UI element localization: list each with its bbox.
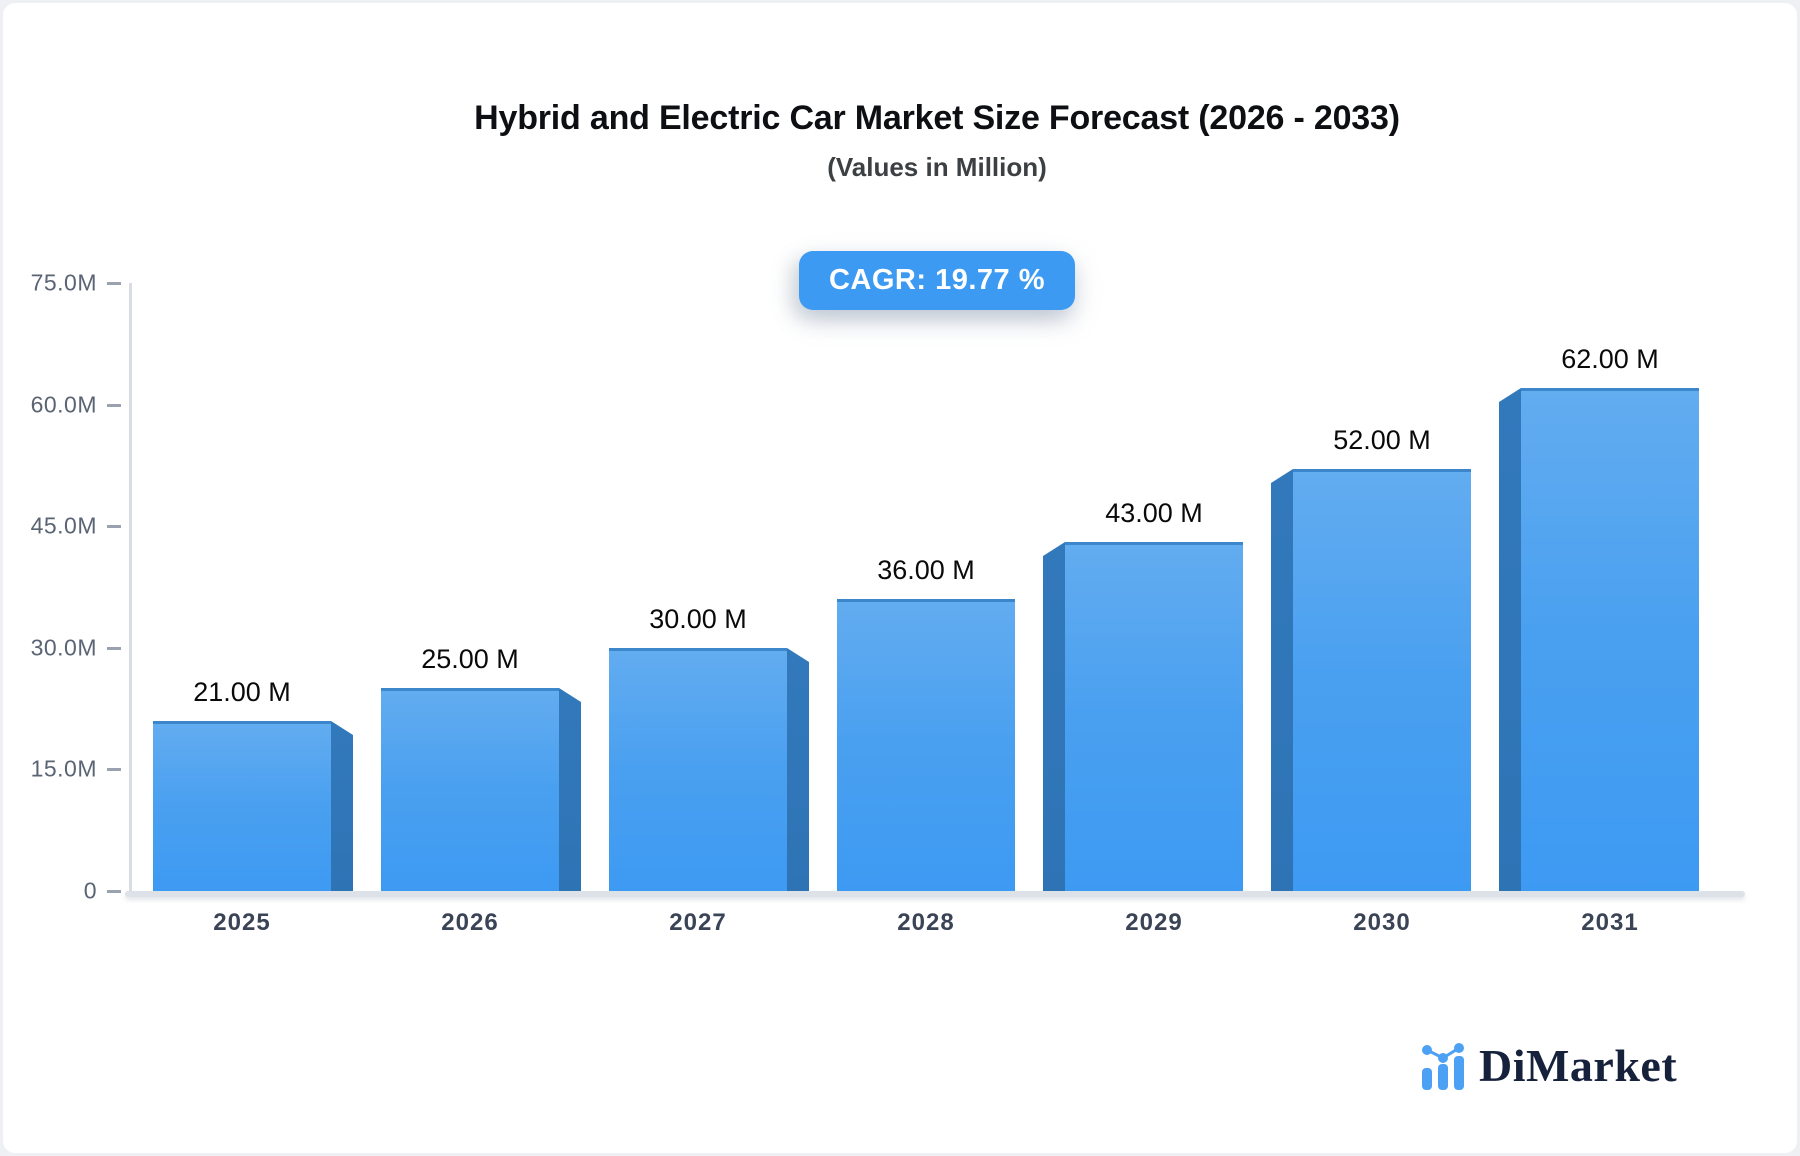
y-axis-tick-label: 15.0M: [30, 755, 97, 782]
bar-2027: [609, 648, 787, 891]
y-axis-tick-label: 60.0M: [30, 391, 97, 418]
plot-area: 75.0M 60.0M 45.0M 30.0M 15.0M 0 21.00 M 2025 25.…: [31, 270, 1745, 936]
x-axis-label: 2029: [1125, 909, 1183, 936]
cagr-badge: CAGR: 19.77 %: [798, 251, 1075, 310]
chart-title: Hybrid and Electric Car Market Size Fore…: [474, 99, 1400, 137]
x-axis-line: [125, 891, 1745, 897]
y-axis-tick-label: 0: [83, 877, 97, 904]
x-axis-label: 2025: [213, 909, 271, 936]
bar-3d-side: [1043, 542, 1065, 891]
bar-2028: [837, 599, 1015, 891]
x-axis-label: 2028: [897, 909, 955, 936]
bar-value-label: 62.00 M: [1561, 344, 1659, 374]
bar-value-label: 25.00 M: [421, 644, 519, 674]
bar-3d-side: [559, 688, 581, 891]
y-axis-tick: [107, 282, 121, 285]
bar-2031: [1521, 388, 1699, 891]
y-axis-tick: [107, 646, 121, 650]
bar-2026: [381, 688, 559, 891]
bar-2030: [1293, 469, 1471, 891]
bar-3d-side: [787, 648, 809, 891]
y-axis-tick-label: 30.0M: [30, 634, 97, 661]
bar-line-chart-logo-icon: [1422, 1042, 1464, 1090]
bar-value-label: 36.00 M: [877, 555, 975, 585]
bar-value-label: 21.00 M: [193, 677, 291, 707]
chart-card: Hybrid and Electric Car Market Size Fore…: [3, 3, 1797, 1153]
x-axis-label: 2027: [669, 909, 727, 936]
bar-3d-side: [331, 721, 353, 891]
bar-value-label: 43.00 M: [1105, 498, 1203, 528]
y-axis-tick: [107, 525, 121, 529]
x-axis-label: 2026: [441, 909, 499, 936]
cagr-badge-row: CAGR: 19.77 %: [131, 251, 1743, 310]
bar-3d-side: [1499, 388, 1521, 891]
bar-2029: [1065, 542, 1243, 891]
y-axis-tick: [107, 768, 121, 772]
chart-subtitle: (Values in Million): [827, 152, 1047, 182]
bar-value-label: 52.00 M: [1333, 425, 1431, 455]
logo-text: DiMarket: [1479, 1040, 1678, 1091]
x-axis-label: 2031: [1581, 909, 1639, 936]
x-axis-label: 2030: [1353, 909, 1411, 936]
y-axis-tick-label: 45.0M: [30, 512, 97, 539]
y-axis-line: [129, 283, 132, 894]
dimarket-logo: DiMarket: [1421, 1039, 1677, 1092]
y-axis-tick: [107, 890, 121, 893]
y-axis-tick-label: 75.0M: [30, 269, 97, 296]
bar-value-label: 30.00 M: [649, 604, 747, 634]
y-axis-tick: [107, 403, 121, 407]
bar-2025: [153, 721, 331, 891]
bar-3d-side: [1271, 469, 1293, 891]
